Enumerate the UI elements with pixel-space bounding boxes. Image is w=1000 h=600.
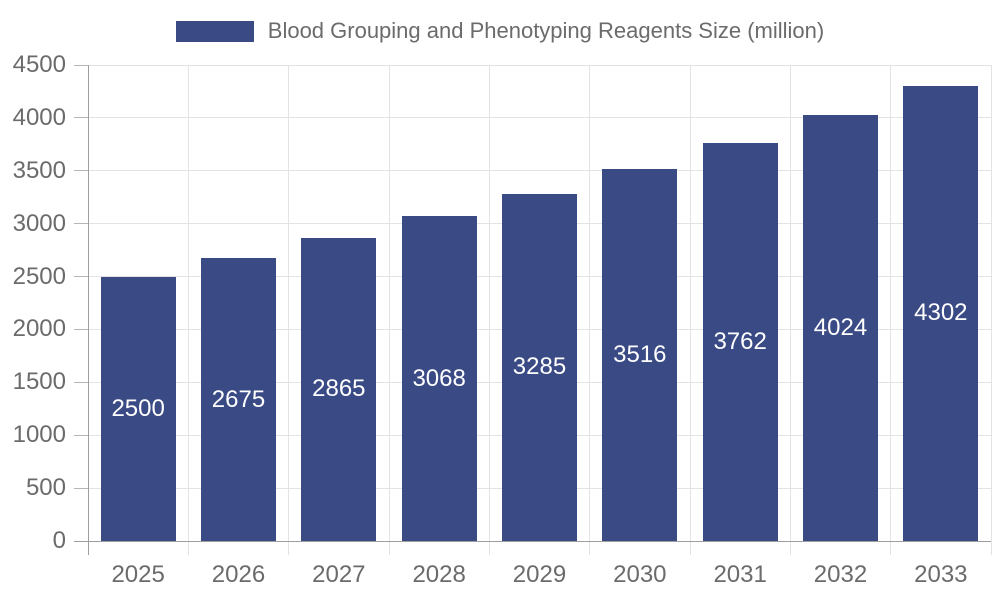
x-gridline <box>689 65 691 555</box>
legend-label: Blood Grouping and Phenotyping Reagents … <box>267 18 825 43</box>
x-gridline <box>890 65 892 555</box>
y-axis-label: 3000 <box>12 209 66 237</box>
x-axis-label: 2028 <box>412 561 466 588</box>
y-tick <box>74 434 88 436</box>
bar-value-label: 2865 <box>312 375 366 403</box>
y-axis-label: 4500 <box>12 51 66 78</box>
x-gridline <box>187 65 189 555</box>
y-tick <box>74 170 88 172</box>
y-axis-label: 4000 <box>12 103 66 131</box>
x-axis-label: 2029 <box>512 561 567 588</box>
y-gridline <box>88 170 991 172</box>
y-axis-label: 500 <box>25 474 66 502</box>
bar-value-label: 3285 <box>512 353 567 381</box>
x-axis-label: 2032 <box>813 561 868 588</box>
y-tick <box>74 64 88 66</box>
x-gridline <box>288 65 290 555</box>
y-tick <box>74 223 88 225</box>
x-gridline <box>589 65 591 555</box>
x-axis-label: 2030 <box>613 561 667 588</box>
bar <box>903 85 979 541</box>
bar <box>702 143 778 541</box>
y-axis-label: 2500 <box>12 262 66 290</box>
y-tick <box>74 328 88 330</box>
legend[interactable]: Blood Grouping and Phenotyping Reagents … <box>0 12 1000 50</box>
x-gridline <box>388 65 390 555</box>
x-axis-label: 2031 <box>713 561 767 588</box>
x-axis-line <box>74 540 991 542</box>
y-axis-label: 2000 <box>12 315 66 343</box>
y-tick <box>74 276 88 278</box>
bar <box>401 216 477 541</box>
bar-value-label: 4024 <box>813 314 868 342</box>
y-axis-label: 1000 <box>12 421 66 449</box>
bar <box>502 193 577 541</box>
bar-value-label: 3068 <box>412 364 466 392</box>
bar-value-label: 2500 <box>111 394 165 422</box>
legend-swatch <box>175 20 254 42</box>
x-gridline <box>789 65 791 555</box>
bar <box>803 115 878 541</box>
bar <box>602 169 678 541</box>
y-gridline <box>88 64 991 66</box>
bar-value-label: 3516 <box>613 341 667 369</box>
x-axis-label: 2026 <box>211 561 266 588</box>
y-axis-label: 0 <box>52 527 66 554</box>
bar <box>301 237 377 541</box>
x-axis-label: 2025 <box>111 561 165 588</box>
y-tick <box>74 381 88 383</box>
bar-value-label: 4302 <box>914 299 968 327</box>
y-gridline <box>88 117 991 119</box>
bar-value-label: 3762 <box>713 328 767 356</box>
bar-value-label: 2675 <box>211 385 266 413</box>
y-tick <box>74 117 88 119</box>
y-axis-label: 1500 <box>12 368 66 396</box>
x-axis-label: 2027 <box>312 561 366 588</box>
y-axis-line <box>87 65 89 555</box>
x-gridline <box>488 65 490 555</box>
x-axis-label: 2033 <box>914 561 968 588</box>
y-tick <box>74 487 88 489</box>
bar <box>201 258 276 541</box>
y-axis-label: 3500 <box>12 156 66 184</box>
x-gridline <box>990 65 992 555</box>
bar <box>100 276 176 541</box>
